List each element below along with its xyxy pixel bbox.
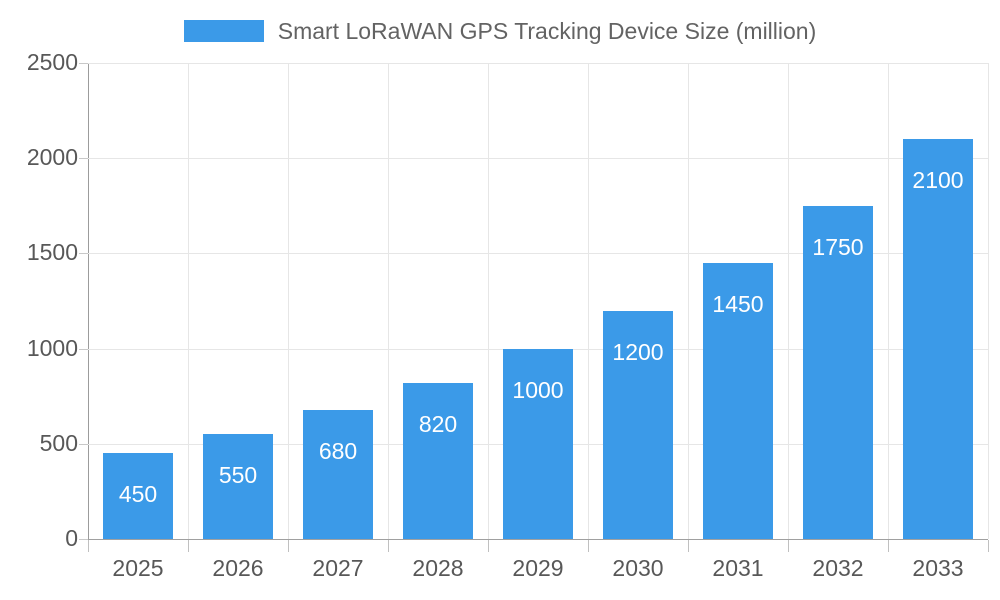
x-axis-baseline bbox=[88, 539, 988, 540]
bar[interactable]: 1450 bbox=[703, 262, 773, 539]
bar-value-label: 1450 bbox=[712, 290, 764, 317]
y-axis-tick-mark bbox=[79, 539, 88, 540]
gridline-horizontal bbox=[88, 63, 988, 64]
x-axis-tick-mark bbox=[488, 540, 489, 552]
y-axis-tick-mark bbox=[79, 443, 88, 445]
x-axis-tick-label: 2033 bbox=[912, 555, 964, 581]
gridline-vertical bbox=[988, 63, 989, 539]
x-axis-tick-mark bbox=[588, 540, 589, 552]
x-axis-tick-mark bbox=[888, 540, 889, 552]
x-axis-tick-mark bbox=[188, 540, 189, 552]
gridline-horizontal bbox=[88, 253, 988, 255]
x-axis-tick-mark bbox=[388, 540, 389, 552]
x-axis-tick-label: 2025 bbox=[112, 555, 164, 581]
gridline-vertical bbox=[588, 63, 589, 539]
x-axis-tick-label: 2031 bbox=[712, 555, 764, 581]
bar-value-label: 680 bbox=[318, 437, 358, 464]
gridline-vertical bbox=[788, 63, 789, 539]
y-axis-tick-mark bbox=[79, 158, 88, 160]
bar[interactable]: 1750 bbox=[803, 205, 873, 539]
bar-value-label: 820 bbox=[418, 410, 458, 437]
bar[interactable]: 680 bbox=[303, 409, 373, 539]
bar-value-label: 1000 bbox=[512, 376, 564, 403]
bar-value-label: 1200 bbox=[612, 338, 664, 365]
x-axis-tick-label: 2030 bbox=[612, 555, 664, 581]
bar-value-label: 550 bbox=[218, 462, 258, 489]
bar-value-label: 2100 bbox=[912, 167, 964, 194]
plot-area: 450 550 680 820 1000 1200 1450 1750 2100 bbox=[88, 63, 989, 540]
legend-item-series-1[interactable]: Smart LoRaWAN GPS Tracking Device Size (… bbox=[183, 17, 817, 44]
bar[interactable]: 550 bbox=[203, 434, 273, 539]
bar[interactable]: 1000 bbox=[503, 348, 573, 539]
y-axis-tick-mark bbox=[79, 63, 88, 64]
gridline-vertical bbox=[888, 63, 889, 539]
y-axis-tick-mark bbox=[79, 253, 88, 255]
x-axis-tick-mark bbox=[88, 540, 89, 552]
y-axis-tick-label: 2000 bbox=[26, 144, 78, 171]
gridline-vertical bbox=[188, 63, 189, 539]
x-axis-tick-label: 2028 bbox=[412, 555, 464, 581]
x-axis-tick-label: 2027 bbox=[312, 555, 364, 581]
gridline-horizontal bbox=[88, 158, 988, 160]
x-axis-tick-mark bbox=[988, 540, 989, 552]
gridline-vertical bbox=[488, 63, 489, 539]
y-axis-tick-mark bbox=[79, 348, 88, 350]
x-axis-tick-label: 2029 bbox=[512, 555, 564, 581]
y-axis-tick-label: 2500 bbox=[26, 49, 78, 75]
x-axis-tick-mark bbox=[688, 540, 689, 552]
bar-value-label: 1750 bbox=[812, 233, 864, 260]
y-axis-tick-label: 1500 bbox=[26, 239, 78, 266]
x-axis-tick-mark bbox=[788, 540, 789, 552]
x-axis-tick-label: 2032 bbox=[812, 555, 864, 581]
gridline-vertical bbox=[388, 63, 389, 539]
y-axis-line bbox=[88, 63, 89, 540]
bar-value-label: 450 bbox=[118, 481, 158, 508]
legend-item-label: Smart LoRaWAN GPS Tracking Device Size (… bbox=[277, 17, 817, 44]
chart-legend: Smart LoRaWAN GPS Tracking Device Size (… bbox=[0, 12, 1000, 50]
legend-color-swatch-icon[interactable] bbox=[183, 20, 264, 42]
bar[interactable]: 820 bbox=[403, 382, 473, 539]
gridline-vertical bbox=[288, 63, 289, 539]
bar[interactable]: 1200 bbox=[603, 310, 673, 539]
bar[interactable]: 450 bbox=[103, 453, 173, 539]
x-axis-tick-label: 2026 bbox=[212, 555, 264, 581]
x-axis-tick-mark bbox=[288, 540, 289, 552]
y-axis-tick-label: 0 bbox=[65, 525, 78, 551]
y-axis-tick-label: 500 bbox=[39, 429, 78, 456]
y-axis-tick-label: 1000 bbox=[26, 334, 78, 361]
gridline-vertical bbox=[688, 63, 689, 539]
bar[interactable]: 2100 bbox=[903, 139, 973, 539]
